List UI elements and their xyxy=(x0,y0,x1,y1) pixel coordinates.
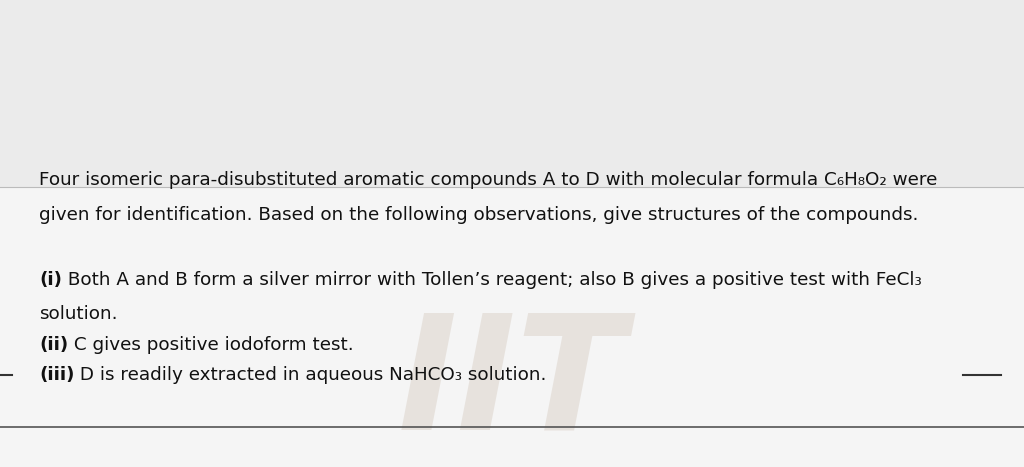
Text: given for identification. Based on the following observations, give structures o: given for identification. Based on the f… xyxy=(39,206,919,224)
Text: Four isomeric para-disubstituted aromatic compounds A to D with molecular formul: Four isomeric para-disubstituted aromati… xyxy=(39,171,937,189)
Bar xyxy=(0,0,1024,187)
Text: (i): (i) xyxy=(39,271,61,289)
Text: Both A and B form a silver mirror with Tollen’s reagent; also B gives a positive: Both A and B form a silver mirror with T… xyxy=(61,271,922,289)
Text: (iii): (iii) xyxy=(39,366,75,383)
Text: (ii): (ii) xyxy=(39,336,69,354)
Text: D is readily extracted in aqueous NaHCO₃ solution.: D is readily extracted in aqueous NaHCO₃… xyxy=(75,366,547,383)
Text: IIT: IIT xyxy=(398,308,626,463)
Bar xyxy=(0,187,1024,467)
Text: solution.: solution. xyxy=(39,305,118,323)
Text: C gives positive iodoform test.: C gives positive iodoform test. xyxy=(69,336,353,354)
